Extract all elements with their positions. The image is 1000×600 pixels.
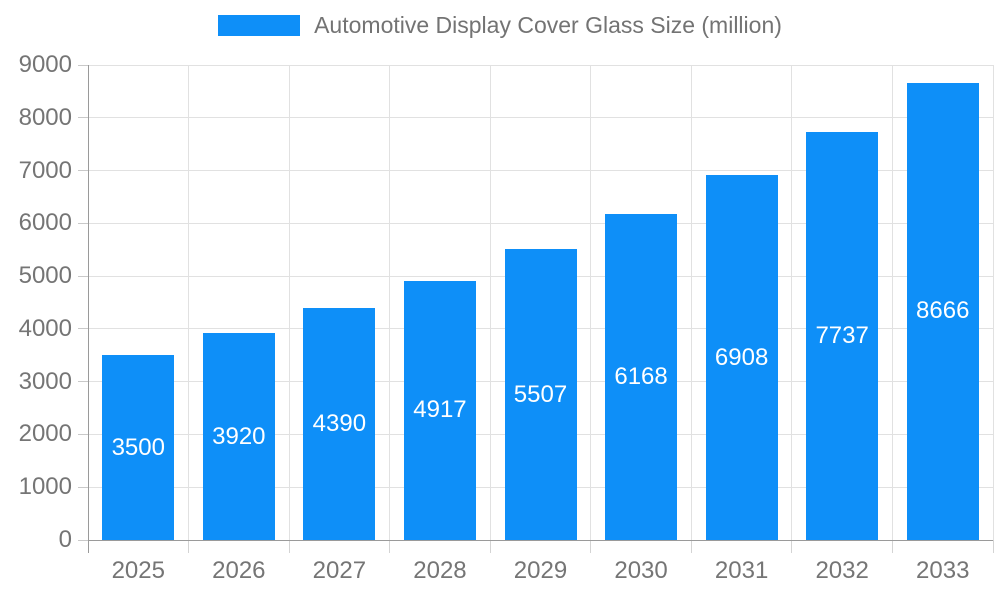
x-axis-label: 2025 — [111, 557, 165, 584]
legend[interactable]: Automotive Display Cover Glass Size (mil… — [0, 12, 1000, 39]
y-axis-label: 9000 — [18, 51, 72, 78]
bar-value-label: 4390 — [312, 410, 367, 438]
gridline-h — [88, 64, 993, 66]
x-tick — [992, 540, 994, 553]
x-axis-label: 2028 — [413, 557, 467, 584]
bar[interactable]: 7737 — [806, 131, 879, 540]
y-axis-label: 4000 — [18, 314, 72, 342]
gridline-v — [992, 65, 994, 540]
x-tick — [288, 540, 290, 553]
x-tick — [891, 540, 893, 553]
y-axis-label: 1000 — [18, 473, 72, 501]
bar[interactable]: 4390 — [303, 308, 376, 540]
x-tick — [389, 540, 391, 553]
bar[interactable]: 6908 — [705, 175, 778, 540]
bar[interactable]: 8666 — [906, 82, 979, 540]
x-tick — [590, 540, 592, 553]
y-tick — [78, 222, 88, 224]
y-axis-label: 8000 — [18, 103, 72, 131]
y-tick — [78, 486, 88, 488]
bar-value-label: 7737 — [815, 321, 869, 349]
x-axis-label: 2029 — [513, 557, 568, 584]
y-tick — [78, 381, 88, 383]
bar[interactable]: 4917 — [403, 280, 476, 540]
gridline-v — [489, 65, 491, 540]
x-axis-label: 2031 — [714, 557, 769, 584]
legend-swatch — [218, 15, 301, 36]
y-tick — [78, 170, 88, 172]
plot-area: 0 1000 2000 3000 4000 5000 6000 7000 8000 9000 350… — [19, 53, 994, 583]
y-axis-label: 5000 — [18, 262, 72, 290]
bar[interactable]: 3500 — [102, 355, 175, 540]
x-axis-label: 2033 — [916, 557, 970, 584]
gridline-h — [88, 222, 993, 224]
y-axis-label: 6000 — [18, 209, 72, 237]
gridline-v — [891, 65, 893, 540]
gridline-h — [88, 170, 993, 172]
y-tick — [78, 328, 88, 330]
bar-value-label: 8666 — [916, 297, 970, 325]
bar-value-label: 3500 — [111, 433, 165, 461]
x-axis-label: 2030 — [614, 557, 668, 584]
y-axis-label: 2000 — [18, 420, 72, 448]
y-axis-line — [87, 65, 89, 553]
x-tick — [690, 540, 692, 553]
x-tick — [489, 540, 491, 553]
gridline-v — [188, 65, 190, 540]
bar[interactable]: 6168 — [605, 214, 678, 540]
gridline-h — [88, 117, 993, 119]
bar-value-label: 6908 — [714, 343, 769, 371]
y-axis-label: 0 — [58, 526, 72, 553]
gridline-v — [389, 65, 391, 540]
gridline-v — [590, 65, 592, 540]
bar[interactable]: 5507 — [504, 249, 577, 540]
x-axis-label: 2026 — [212, 557, 266, 584]
bar-value-label: 4917 — [413, 396, 467, 424]
y-tick — [78, 64, 88, 66]
legend-label: Automotive Display Cover Glass Size (mil… — [314, 12, 782, 38]
gridline-v — [288, 65, 290, 540]
y-tick — [78, 117, 88, 119]
x-axis-label: 2032 — [815, 557, 869, 584]
gridline-v — [791, 65, 793, 540]
x-tick — [791, 540, 793, 553]
x-tick — [188, 540, 190, 553]
y-axis-label: 7000 — [18, 156, 72, 184]
y-tick — [78, 275, 88, 277]
bar-value-label: 5507 — [513, 380, 568, 408]
bar-value-label: 3920 — [212, 422, 266, 450]
y-tick — [78, 539, 88, 541]
x-axis-label: 2027 — [312, 557, 367, 584]
y-axis-label: 3000 — [18, 367, 72, 395]
y-tick — [78, 433, 88, 435]
bar[interactable]: 3920 — [202, 333, 275, 540]
bar-value-label: 6168 — [614, 363, 668, 391]
gridline-v — [690, 65, 692, 540]
x-axis-line — [88, 539, 993, 541]
